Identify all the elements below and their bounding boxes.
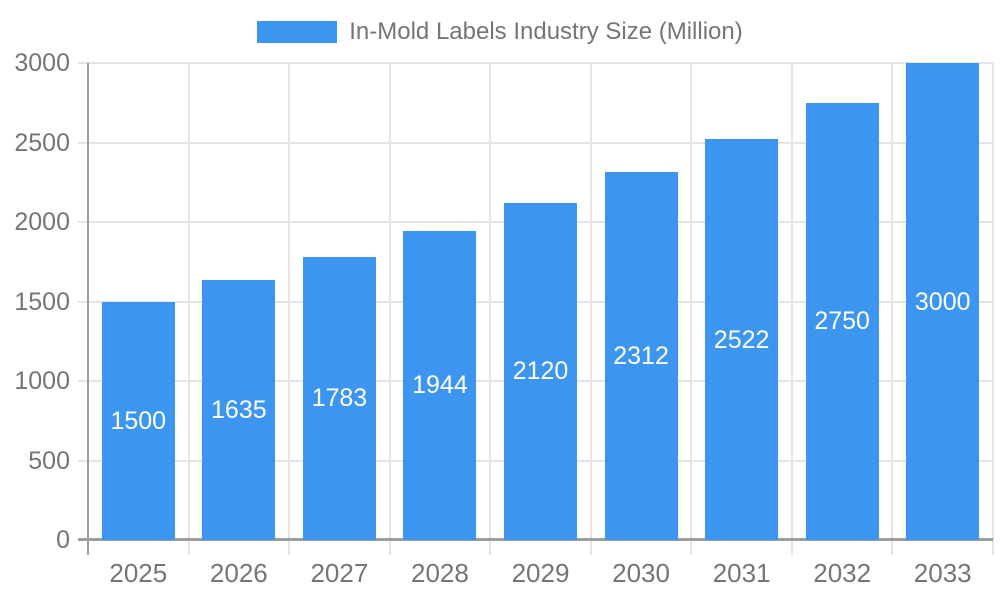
x-tick-mark	[187, 540, 190, 555]
bar-value-label: 2312	[613, 342, 669, 371]
x-gridline	[489, 63, 492, 540]
x-tick-label: 2028	[411, 558, 469, 588]
y-tick-label: 0	[56, 526, 70, 554]
legend-series-label: In-Mold Labels Industry Size (Million)	[349, 18, 743, 45]
y-tick-label: 3000	[14, 49, 70, 77]
y-gridline	[78, 141, 993, 144]
x-tick-label: 2026	[209, 558, 268, 588]
x-tick-label: 2031	[712, 558, 771, 588]
x-tick-mark	[790, 540, 793, 555]
bar-value-label: 3000	[914, 287, 971, 316]
bar-value-label: 2120	[512, 357, 569, 386]
x-gridline	[388, 63, 391, 540]
y-tick-label: 500	[28, 446, 70, 475]
x-gridline	[187, 63, 190, 540]
x-gridline	[589, 63, 592, 540]
x-gridline	[690, 63, 693, 540]
bar	[504, 202, 577, 540]
x-tick-mark	[489, 540, 492, 555]
x-tick-label: 2030	[612, 558, 670, 588]
y-tick-label: 2500	[14, 128, 70, 157]
bar-value-label: 1783	[311, 384, 368, 413]
y-tick-label: 1000	[14, 367, 70, 395]
bar	[604, 172, 678, 540]
bar-value-label: 2750	[814, 307, 870, 336]
x-gridline	[992, 63, 994, 540]
x-gridline	[790, 63, 793, 540]
x-tick-mark	[288, 540, 291, 555]
x-tick-mark	[992, 540, 994, 555]
legend-swatch-icon	[257, 21, 338, 43]
x-gridline	[288, 63, 291, 540]
y-tick-label: 1500	[14, 287, 70, 316]
x-tick-label: 2025	[109, 558, 168, 588]
x-tick-mark	[690, 540, 693, 555]
bar	[403, 230, 477, 540]
x-tick-label: 2032	[813, 558, 872, 588]
chart-legend[interactable]: In-Mold Labels Industry Size (Million)	[0, 18, 1000, 46]
bar	[101, 301, 175, 540]
x-tick-label: 2033	[913, 558, 972, 588]
bar	[906, 63, 980, 540]
bar-value-label: 1500	[110, 406, 167, 435]
x-gridline	[891, 63, 894, 540]
bar	[705, 139, 779, 540]
plot-area: 0 500 1000 1500 2000 2500 3000 1500 2025 1635 2026…	[14, 49, 994, 588]
x-tick-label: 2029	[511, 558, 570, 588]
bar-value-label: 1635	[211, 396, 267, 425]
x-tick-mark	[891, 540, 894, 555]
bar	[805, 102, 879, 540]
bar-value-label: 2522	[713, 325, 770, 354]
y-axis-line	[87, 63, 89, 555]
x-tick-label: 2027	[310, 558, 369, 588]
bar-value-label: 1944	[412, 371, 468, 400]
x-tick-mark	[589, 540, 592, 555]
bar	[302, 256, 376, 540]
y-tick-label: 2000	[14, 208, 70, 236]
y-gridline	[78, 62, 993, 64]
x-tick-mark	[388, 540, 391, 555]
bar	[202, 280, 276, 540]
